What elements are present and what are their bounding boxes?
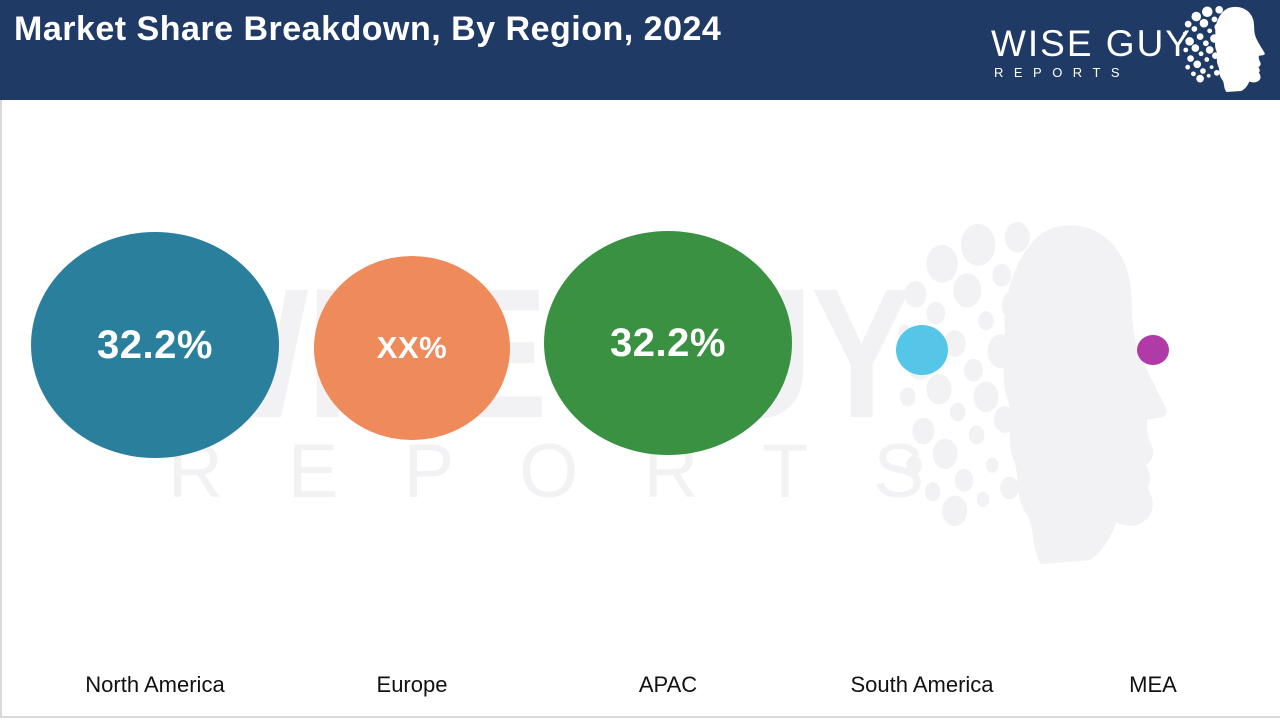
region-label-apac: APAC <box>638 672 698 697</box>
bubble-value-label: XX% <box>376 330 448 365</box>
region-label-mea: MEA <box>1129 672 1177 697</box>
region-label-south-america: South America <box>850 672 994 697</box>
page-title: Market Share Breakdown, By Region, 2024 <box>14 10 722 48</box>
bubble-mea <box>1137 335 1169 365</box>
bubble-north-america: 32.2% <box>31 232 279 458</box>
bubble-europe: XX% <box>314 256 510 440</box>
watermark-subtext: REPORTS <box>168 429 990 514</box>
bubble-apac: 32.2% <box>544 231 792 455</box>
logo-wordmark-line1: WISE GUY <box>990 22 1192 64</box>
logo-wordmark: WISE GUY REPORTS <box>991 25 1192 80</box>
wise-guy-logo: WISE GUY REPORTS <box>991 6 1272 92</box>
bubble-value-label: 32.2% <box>610 320 726 365</box>
watermark-head-profile-icon <box>898 222 1167 564</box>
head-profile-icon <box>1182 6 1265 92</box>
region-label-north-america: North America <box>85 672 225 697</box>
region-label-europe: Europe <box>376 672 448 697</box>
logo-wordmark-line2: REPORTS <box>993 64 1131 80</box>
bubble-value-label: 32.2% <box>97 322 213 367</box>
bubble-south-america <box>896 325 948 375</box>
chart-area: WISE GUY REPORTS 32.2% XX% 32.2% North Ame… <box>0 100 1280 718</box>
header-bar: Market Share Breakdown, By Region, 2024 … <box>0 0 1280 100</box>
